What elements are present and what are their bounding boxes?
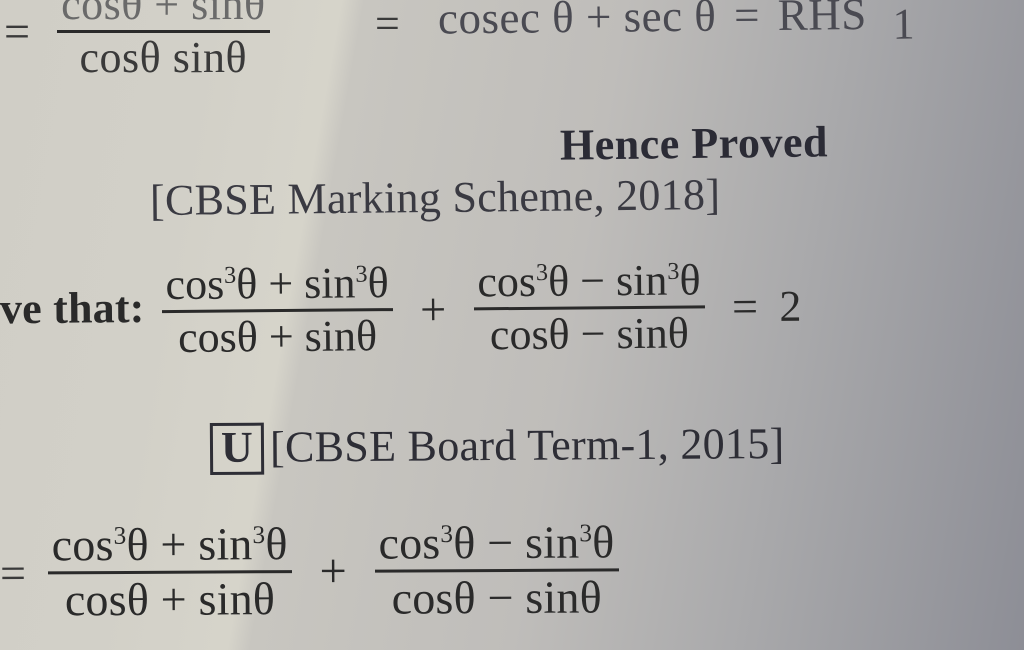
fraction-1: cos3θ + sin3θ cosθ + sinθ xyxy=(42,520,298,625)
subscript-one: 1 xyxy=(892,0,915,49)
plus-sign: + xyxy=(410,283,457,336)
fraction: cosθ + sinθ cosθ sinθ xyxy=(51,0,275,81)
numerator: cos3θ + sin3θ xyxy=(48,520,292,572)
numerator: cos3θ − sin3θ xyxy=(374,518,618,570)
denominator: cosθ sinθ xyxy=(57,30,269,81)
numerator: cos3θ − sin3θ xyxy=(473,257,705,307)
rhs-trig-expr: cosec θ + sec θ xyxy=(438,0,717,43)
denominator: cosθ − sinθ xyxy=(474,306,706,359)
prove-that-statement: ve that: cos3θ + sin3θ cosθ + sinθ + cos… xyxy=(0,257,802,363)
proof-final-step: = cosθ + sinθ cosθ sinθ = cosec θ + sec … xyxy=(0,0,1024,81)
equals-sign: = xyxy=(0,547,30,600)
source-board-term: U[CBSE Board Term-1, 2015] xyxy=(210,418,785,475)
textbook-page: = cosθ + sinθ cosθ sinθ = cosec θ + sec … xyxy=(0,0,1024,650)
rhs-value: 2 xyxy=(779,282,802,331)
rhs-expression: cosec θ + sec θ = RHS 1 xyxy=(438,0,916,54)
u-box-icon: U xyxy=(210,423,264,475)
plus-sign: + xyxy=(309,544,357,599)
hence-proved: Hence Proved xyxy=(560,116,829,170)
denominator: cosθ + sinθ xyxy=(162,308,394,361)
solution-first-step: = cos3θ + sin3θ cosθ + sinθ + cos3θ − si… xyxy=(0,518,625,625)
lead-text: ve that: xyxy=(0,283,145,333)
fraction-1: cos3θ + sin3θ cosθ + sinθ xyxy=(155,260,399,361)
source-text: [CBSE Board Term-1, 2015] xyxy=(270,419,785,472)
bracket-open: [ xyxy=(150,176,165,225)
source-text: CBSE Marking Scheme, 2018] xyxy=(165,170,721,225)
equals-sign: = xyxy=(722,280,769,333)
numerator: cosθ + sinθ xyxy=(57,0,269,30)
source-marking-scheme: [CBSE Marking Scheme, 2018] xyxy=(150,169,721,226)
rhs-label: RHS xyxy=(777,0,867,40)
fraction-2: cos3θ − sin3θ cosθ − sinθ xyxy=(368,518,624,623)
fraction-2: cos3θ − sin3θ cosθ − sinθ xyxy=(467,257,711,358)
numerator: cos3θ + sin3θ xyxy=(161,260,393,310)
equals-sign: = xyxy=(728,0,766,40)
equals-sign: = xyxy=(375,0,400,49)
denominator: cosθ + sinθ xyxy=(48,570,292,625)
denominator: cosθ − sinθ xyxy=(375,569,619,624)
